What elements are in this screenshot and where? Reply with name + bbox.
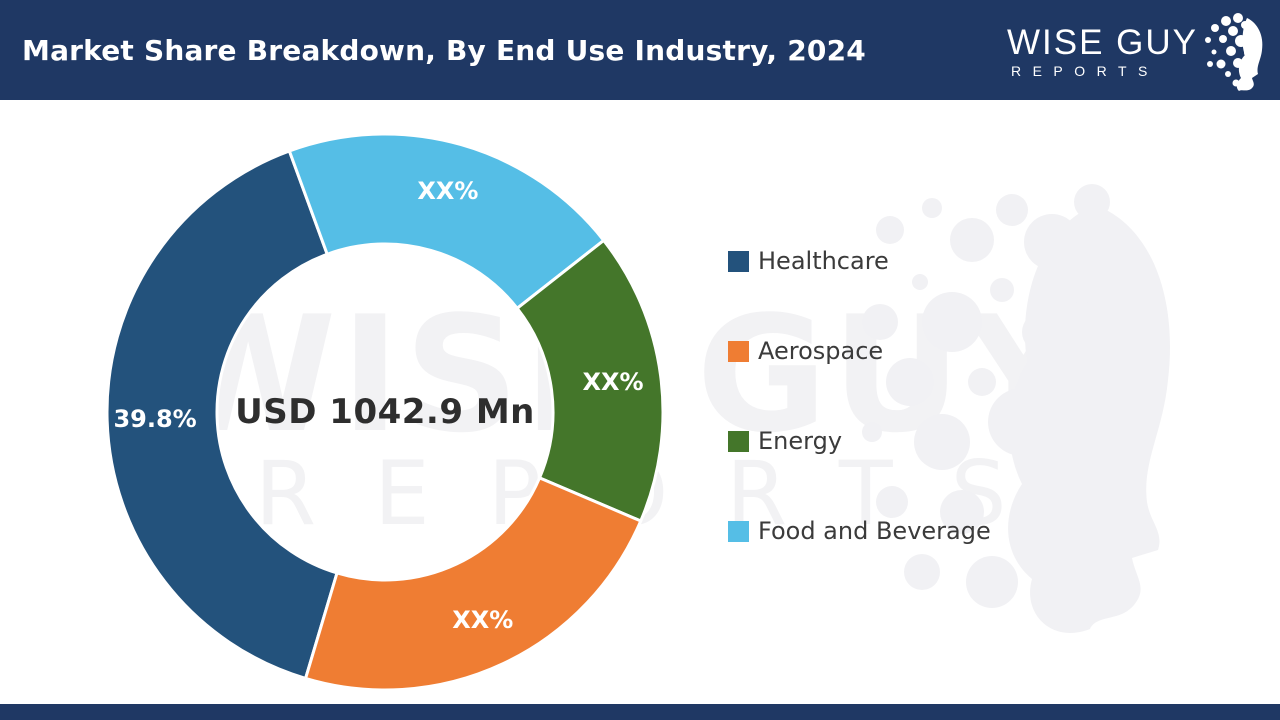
brand-name: WISE GUY: [1006, 22, 1198, 62]
chart-area: WISE GUY REPORTS 39.8% XX% XX% XX% USD 1042…: [0, 100, 1280, 704]
legend-label: Energy: [758, 427, 843, 455]
legend-label: Aerospace: [758, 337, 884, 365]
legend-swatch-aerospace: [728, 340, 749, 362]
legend-swatch-energy: [728, 430, 749, 452]
slice-value-label: XX%: [582, 368, 643, 396]
slice-value-label: XX%: [417, 177, 478, 205]
footer-bar: [0, 704, 1280, 720]
slice-value-label: XX%: [452, 606, 513, 634]
legend-item-food-beverage: Food and Beverage: [728, 517, 991, 545]
legend-item-healthcare: Healthcare: [728, 247, 889, 275]
donut-slice-aerospace: [304, 476, 643, 692]
legend-swatch-food-beverage: [728, 520, 749, 542]
page-title: Market Share Breakdown, By End Use Indus…: [22, 33, 866, 67]
legend-swatch-healthcare: [728, 250, 749, 272]
legend-label: Healthcare: [758, 247, 889, 275]
donut-chart: 39.8% XX% XX% XX%: [105, 132, 665, 692]
head-profile-icon: [1205, 13, 1263, 91]
brand-logo-text: WISE GUY REPORTS: [1006, 22, 1198, 80]
watermark-head-profile-icon: [862, 184, 1170, 633]
donut-slice-healthcare: [105, 149, 339, 680]
brand-subtitle: REPORTS: [1010, 63, 1159, 80]
legend-item-aerospace: Aerospace: [728, 337, 883, 365]
header-bar: Market Share Breakdown, By End Use Indus…: [0, 0, 1280, 100]
legend-label: Food and Beverage: [758, 517, 991, 545]
chart-center-value: USD 1042.9 Mn: [235, 392, 535, 432]
brand-logo: WISE GUY REPORTS: [1007, 12, 1264, 92]
donut-slice-energy: [515, 238, 665, 523]
legend-item-energy: Energy: [728, 427, 842, 455]
donut-slice-food-and-beverage: [287, 132, 606, 310]
slice-value-label: 39.8%: [113, 405, 196, 433]
